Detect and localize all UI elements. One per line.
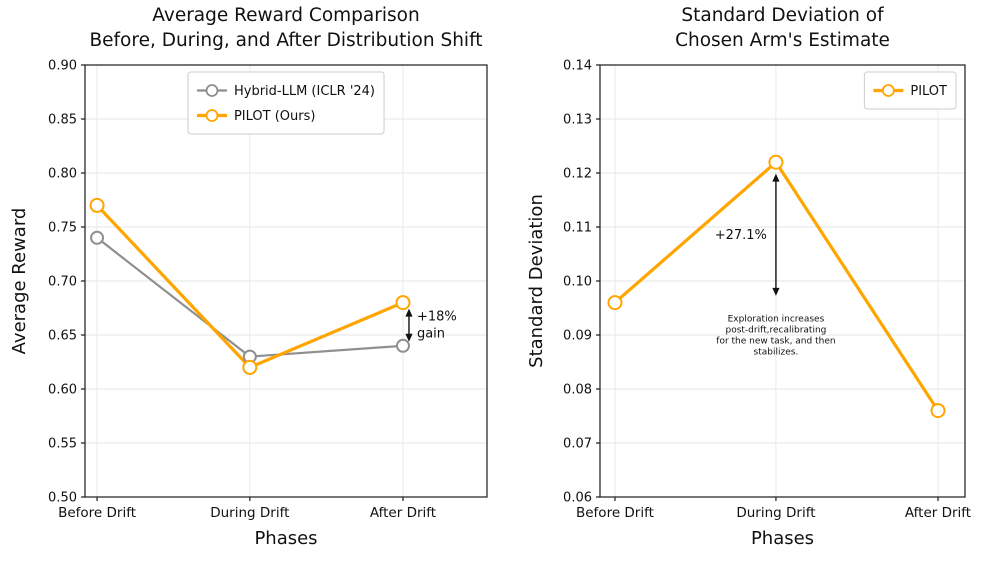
- legend-box: [863, 71, 957, 110]
- x-tick-label: During Drift: [210, 505, 289, 521]
- y-tick-label: 0.07: [563, 437, 592, 452]
- title-line: Average Reward Comparison: [152, 5, 419, 26]
- note-text: for the new task, and then: [716, 337, 835, 347]
- legend: Hybrid-LLM (ICLR '24) PILOT (Ours): [187, 71, 385, 135]
- y-axis-label: Average Reward: [9, 208, 30, 355]
- x-axis: Before Drift During Drift After Drift: [58, 497, 436, 521]
- x-tick-label: Before Drift: [576, 505, 654, 521]
- chart-title: Standard Deviation of Chosen Arm's Estima…: [675, 5, 890, 51]
- title-line: Standard Deviation of: [681, 5, 884, 26]
- y-tick-label: 0.06: [563, 491, 592, 506]
- note-text: Exploration increases: [728, 315, 825, 325]
- annotation-text: gain: [417, 327, 445, 342]
- y-tick-label: 0.12: [563, 167, 592, 182]
- y-tick-label: 0.65: [48, 329, 77, 344]
- series-marker: [607, 295, 623, 311]
- y-tick-label: 0.09: [563, 329, 592, 344]
- series-marker: [768, 154, 784, 170]
- series-marker: [395, 295, 411, 311]
- chart-title: Average Reward Comparison Before, During,…: [89, 5, 482, 51]
- x-tick-label: After Drift: [905, 505, 971, 521]
- arrow-head-bottom: [405, 333, 413, 342]
- note-text: stabilizes.: [754, 348, 799, 358]
- y-axis: 0.06 0.07 0.08 0.09 0.10 0.11 0.12 0.13 0.14: [563, 59, 600, 506]
- series-marker: [930, 403, 946, 419]
- y-tick-label: 0.55: [48, 437, 77, 452]
- annotation-text: +27.1%: [715, 228, 767, 243]
- chart-0: 0.50 0.55 0.60 0.65 0.70 0.75 0.80 0.85 0.90 Befo…: [9, 5, 488, 549]
- series-marker: [242, 359, 258, 375]
- x-axis-label: Phases: [751, 528, 814, 549]
- series-marker: [89, 197, 105, 213]
- y-tick-label: 0.80: [48, 167, 77, 182]
- y-tick-label: 0.90: [48, 59, 77, 74]
- arrow-head-top: [772, 173, 780, 182]
- note-text: post-drift,recalibrating: [725, 326, 826, 336]
- legend-label: PILOT: [910, 84, 947, 99]
- annotation: Exploration increasespost-drift,recalibr…: [716, 315, 835, 358]
- y-tick-label: 0.13: [563, 113, 592, 128]
- legend-marker: [205, 109, 219, 122]
- title-line: Before, During, and After Distribution S…: [89, 30, 482, 51]
- y-tick-label: 0.11: [563, 221, 592, 236]
- y-tick-label: 0.14: [563, 59, 592, 74]
- legend-box: [187, 71, 385, 135]
- legend: PILOT: [863, 71, 957, 110]
- title-line: Chosen Arm's Estimate: [675, 30, 890, 51]
- chart-1: 0.06 0.07 0.08 0.09 0.10 0.11 0.12 0.13 0.14 Befo…: [526, 5, 971, 549]
- arrow-head-top: [405, 308, 413, 317]
- legend-marker: [205, 84, 219, 97]
- y-tick-label: 0.85: [48, 113, 77, 128]
- series: [607, 154, 946, 419]
- y-axis-label: Standard Deviation: [526, 194, 547, 368]
- y-axis: 0.50 0.55 0.60 0.65 0.70 0.75 0.80 0.85 0.90: [48, 59, 85, 506]
- series-marker: [395, 338, 410, 353]
- arrow-head-bottom: [772, 287, 780, 296]
- y-tick-label: 0.08: [563, 383, 592, 398]
- legend-label: PILOT (Ours): [234, 109, 316, 124]
- y-tick-label: 0.50: [48, 491, 77, 506]
- legend-marker: [881, 84, 895, 97]
- annotation: +18% gain: [405, 308, 457, 342]
- legend-label: Hybrid-LLM (ICLR '24): [234, 84, 375, 99]
- grid: [600, 64, 965, 498]
- annotation-text: +18%: [417, 310, 457, 325]
- y-tick-label: 0.60: [48, 383, 77, 398]
- x-axis: Before Drift During Drift After Drift: [576, 497, 971, 521]
- x-tick-label: During Drift: [736, 505, 815, 521]
- x-tick-label: Before Drift: [58, 505, 136, 521]
- series: [89, 197, 411, 375]
- y-tick-label: 0.75: [48, 221, 77, 236]
- series-marker: [90, 230, 105, 245]
- y-tick-label: 0.70: [48, 275, 77, 290]
- y-tick-label: 0.10: [563, 275, 592, 290]
- x-tick-label: After Drift: [370, 505, 436, 521]
- annotation: +27.1%: [715, 173, 780, 296]
- x-axis-label: Phases: [254, 528, 317, 549]
